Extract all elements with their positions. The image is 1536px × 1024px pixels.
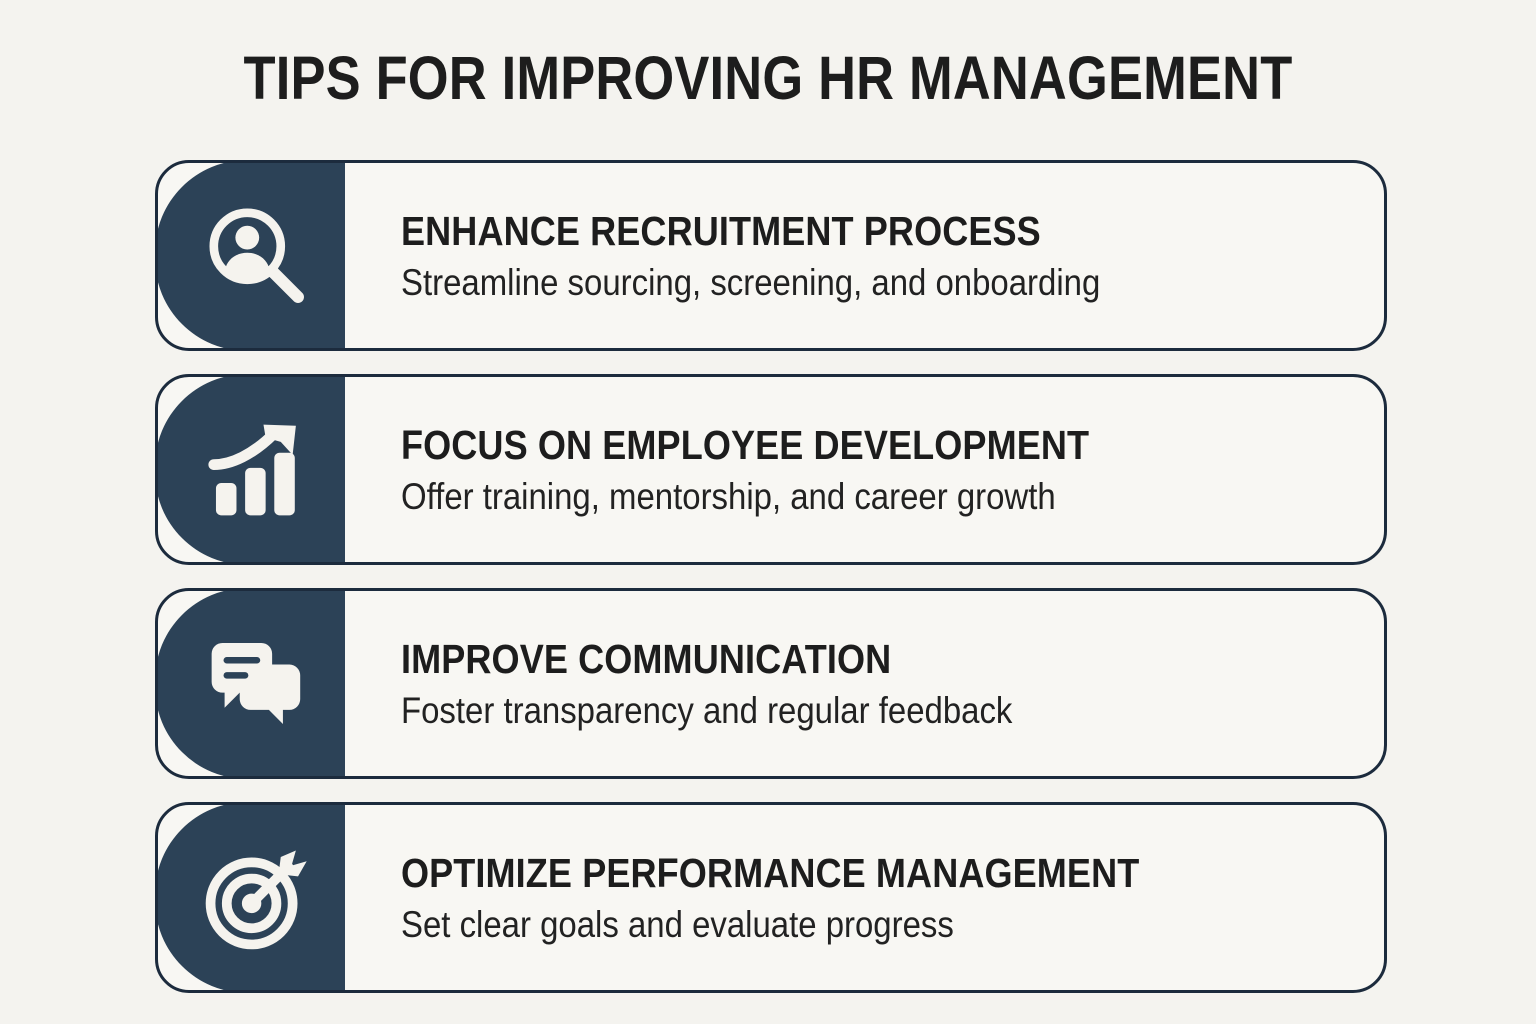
tip-heading: FOCUS ON EMPLOYEE DEVELOPMENT [401,421,1090,468]
tip-heading: ENHANCE RECRUITMENT PROCESS [401,207,1041,254]
growth-chart-icon [208,424,296,515]
tip-subtext: Foster transparency and regular feedback [401,689,1013,731]
tip-subtext: Set clear goals and evaluate progress [401,903,954,945]
tip-text: ENHANCE RECRUITMENT PROCESS Streamline s… [345,163,1384,348]
tips-list: ENHANCE RECRUITMENT PROCESS Streamline s… [155,160,1387,993]
list-item[interactable]: ENHANCE RECRUITMENT PROCESS Streamline s… [155,160,1387,351]
list-item[interactable]: FOCUS ON EMPLOYEE DEVELOPMENT Offer trai… [155,374,1387,565]
tip-text: IMPROVE COMMUNICATION Foster transparenc… [345,591,1384,776]
tip-icon-panel [158,163,345,348]
tip-heading: OPTIMIZE PERFORMANCE MANAGEMENT [401,849,1140,896]
chat-bubbles-icon [211,642,301,724]
tip-icon-panel [158,591,345,776]
list-item[interactable]: IMPROVE COMMUNICATION Foster transparenc… [155,588,1387,779]
tip-text: OPTIMIZE PERFORMANCE MANAGEMENT Set clea… [345,805,1384,990]
user-search-icon [209,207,304,303]
list-item[interactable]: OPTIMIZE PERFORMANCE MANAGEMENT Set clea… [155,802,1387,993]
tip-subtext: Streamline sourcing, screening, and onbo… [401,261,1101,303]
tip-icon-panel [158,377,345,562]
tip-icon-panel [158,805,345,990]
page-title: TIPS FOR IMPROVING HR MANAGEMENT [243,44,1293,112]
tip-text: FOCUS ON EMPLOYEE DEVELOPMENT Offer trai… [345,377,1384,562]
target-arrow-icon [205,849,307,949]
tip-heading: IMPROVE COMMUNICATION [401,635,892,682]
tip-subtext: Offer training, mentorship, and career g… [401,475,1056,517]
